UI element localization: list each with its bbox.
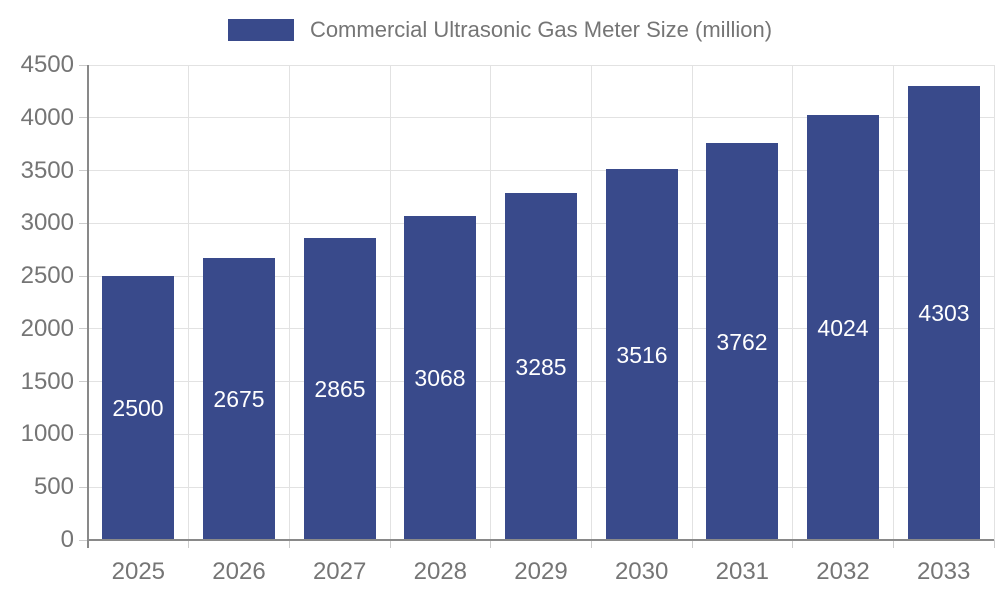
grid-line-horizontal: [88, 117, 994, 119]
bar-value-label: 2675: [213, 386, 265, 412]
y-axis-tick: [79, 117, 88, 119]
y-axis-tick-label: 1500: [20, 367, 74, 395]
bar: 2865: [304, 238, 376, 540]
bar: 4024: [807, 115, 879, 540]
grid-line-vertical: [993, 65, 995, 540]
y-axis-tick-label: 500: [33, 473, 74, 501]
y-axis-tick-label: 2000: [20, 314, 74, 342]
grid-line-horizontal: [88, 64, 994, 66]
x-axis-tick-label: 2031: [715, 558, 770, 585]
bar-value-label: 3762: [716, 328, 768, 355]
y-axis-tick-label: 0: [60, 526, 74, 553]
y-axis-tick: [79, 433, 88, 435]
x-axis-tick: [389, 540, 391, 548]
bar-value-label: 3068: [414, 365, 466, 391]
grid-line-vertical: [188, 65, 190, 540]
y-axis-tick-label: 2500: [20, 262, 74, 290]
y-axis-tick-label: 3500: [20, 156, 74, 184]
grid-line-vertical: [490, 65, 492, 540]
y-axis-tick: [79, 328, 88, 330]
bar-value-label: 3285: [515, 353, 567, 380]
x-axis-tick-label: 2025: [111, 558, 166, 585]
x-axis-tick: [288, 540, 290, 548]
x-axis-line: [87, 539, 994, 541]
bar: 3068: [404, 216, 476, 540]
grid-line-vertical: [691, 65, 693, 540]
y-axis-tick: [79, 222, 88, 224]
legend-title: Commercial Ultrasonic Gas Meter Size (mi…: [309, 17, 773, 42]
legend: Commercial Ultrasonic Gas Meter Size (mi…: [0, 17, 1000, 43]
x-axis-tick: [590, 540, 592, 548]
x-axis-tick: [792, 540, 794, 548]
y-axis-tick: [79, 275, 88, 277]
x-axis-tick: [993, 540, 995, 548]
x-axis-tick-label: 2026: [212, 558, 266, 585]
x-axis-tick: [691, 540, 693, 548]
y-axis-tick: [79, 539, 88, 541]
bar: 3762: [706, 143, 778, 540]
bar: 3285: [505, 193, 577, 540]
x-axis-tick-label: 2033: [916, 558, 971, 585]
grid-line-vertical: [590, 65, 592, 540]
x-axis-tick: [892, 540, 894, 548]
x-axis-tick-label: 2032: [816, 558, 870, 585]
x-axis-tick-label: 2029: [514, 558, 568, 585]
bar: 2675: [203, 258, 275, 540]
y-axis-tick-label: 1000: [20, 420, 74, 448]
x-axis-tick-label: 2028: [413, 558, 468, 585]
bar-value-label: 2865: [314, 376, 366, 402]
grid-line-horizontal: [88, 170, 994, 172]
y-axis-tick-label: 4500: [20, 51, 74, 78]
legend-swatch: [227, 19, 294, 41]
grid-line-vertical: [288, 65, 290, 540]
x-axis-tick: [188, 540, 190, 548]
bar: 3516: [606, 169, 678, 540]
x-axis-tick-label: 2027: [312, 558, 367, 585]
bar-value-label: 3516: [616, 341, 668, 368]
grid-line-vertical: [892, 65, 894, 540]
y-axis-tick: [79, 381, 88, 383]
x-axis-tick: [490, 540, 492, 548]
grid-line-vertical: [792, 65, 794, 540]
grid-line-vertical: [389, 65, 391, 540]
bar-value-label: 4303: [918, 300, 970, 326]
bar-value-label: 4024: [817, 314, 869, 341]
y-axis-tick: [79, 486, 88, 488]
y-axis-tick-label: 3000: [20, 209, 74, 237]
bar-value-label: 2500: [112, 395, 164, 421]
y-axis-line: [87, 65, 89, 548]
x-axis-tick-label: 2030: [614, 558, 669, 585]
bar: 4303: [908, 86, 980, 540]
y-axis-tick: [79, 64, 88, 66]
y-axis-tick: [79, 170, 88, 172]
y-axis-tick-label: 4000: [20, 103, 74, 131]
bar: 2500: [102, 276, 174, 540]
